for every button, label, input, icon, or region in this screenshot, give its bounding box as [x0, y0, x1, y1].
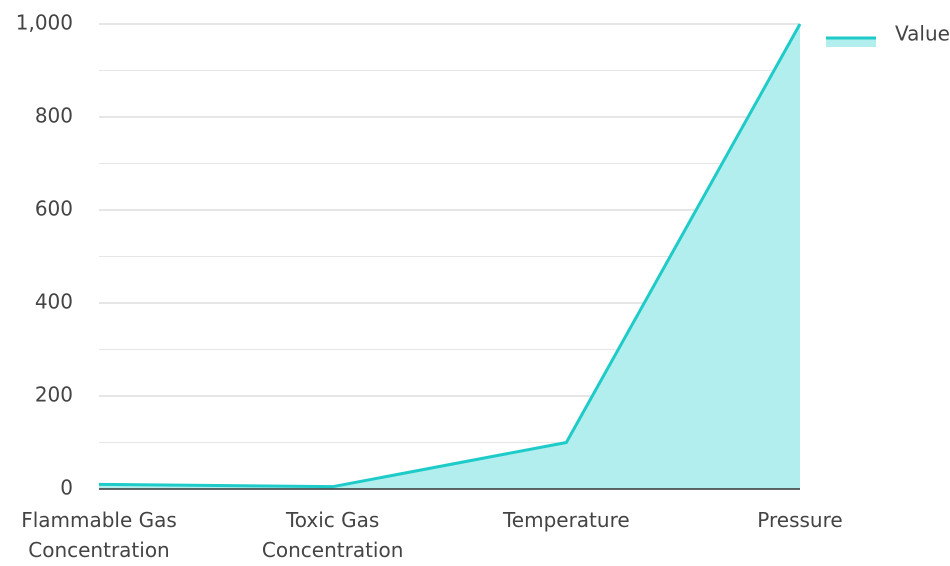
area-line	[98, 23, 802, 489]
y-tick-label: 0	[60, 476, 73, 500]
area-fill	[99, 24, 800, 489]
x-tick-label: Pressure	[757, 508, 843, 532]
y-tick-label: 400	[35, 290, 73, 314]
y-tick-label: 600	[35, 197, 73, 221]
y-tick-label: 200	[35, 383, 73, 407]
x-tick-label: Toxic Gas Concentration	[261, 508, 404, 562]
legend-label: Value	[895, 22, 950, 46]
x-tick-label: Temperature	[502, 508, 630, 532]
x-tick-label: Flammable Gas Concentration	[21, 508, 177, 562]
y-tick-label: 800	[35, 104, 73, 128]
y-tick-label: 1,000	[16, 11, 73, 35]
legend-swatch	[826, 38, 876, 47]
